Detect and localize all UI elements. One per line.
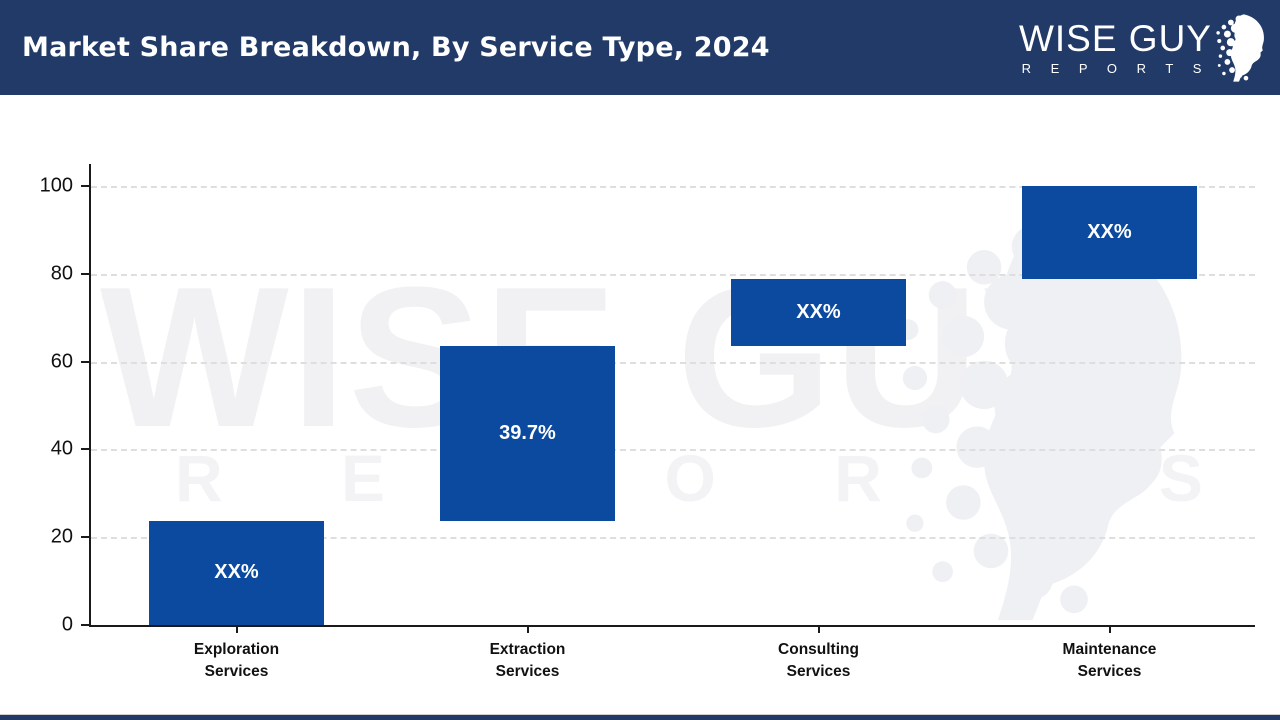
header: Market Share Breakdown, By Service Type,… [0, 0, 1280, 95]
bar-value-label: XX% [1087, 220, 1132, 243]
bar-value-label: XX% [214, 561, 259, 584]
waterfall-bar: 39.7% [440, 346, 615, 521]
logo-subtitle: R E P O R T S [1021, 60, 1210, 76]
footer-bar [0, 715, 1280, 720]
y-axis-tick-label: 80 [50, 262, 73, 285]
page-title: Market Share Breakdown, By Service Type,… [22, 32, 770, 63]
bar-value-label: XX% [796, 300, 841, 323]
gridline [91, 273, 1255, 276]
y-axis-tick-label: 100 [39, 174, 73, 197]
x-category-label: Extraction Services [489, 641, 566, 680]
y-axis-tick-label: 40 [50, 437, 73, 460]
x-axis-tick [526, 625, 529, 633]
x-category-label: Consulting Services [778, 641, 859, 680]
bar-value-label: 39.7% [499, 421, 556, 444]
x-category-label: Exploration Services [193, 641, 280, 680]
footer-divider [0, 714, 1280, 715]
gridline [91, 537, 1255, 540]
y-axis-tick-label: 0 [61, 613, 73, 636]
waterfall-bar: XX% [149, 520, 324, 625]
wise-guy-reports-logo: WISE GUY R E P O R T S [1019, 10, 1268, 86]
y-axis-tick [81, 536, 91, 539]
y-axis-tick [81, 448, 91, 451]
y-axis-tick [81, 360, 91, 363]
y-axis-tick [81, 624, 91, 626]
logo-text: WISE GUY R E P O R T S [1019, 20, 1212, 76]
waterfall-bar: XX% [1022, 185, 1197, 279]
chart-plot-area: 0 20 40 60 80 100 XX% Exploration Services 39.7%… [40, 164, 1255, 680]
y-axis-tick [81, 272, 91, 275]
y-axis-tick-label: 60 [50, 350, 73, 373]
gridline [91, 449, 1255, 452]
y-axis-tick [81, 184, 91, 187]
waterfall-bar: XX% [731, 278, 906, 347]
x-axis-tick [235, 625, 238, 633]
y-axis-tick-label: 20 [50, 525, 73, 548]
gridline [91, 185, 1255, 188]
logo-wordmark: WISE GUY [1018, 17, 1212, 59]
x-category-label: Maintenance Services [1062, 641, 1157, 680]
x-axis-tick [1108, 625, 1111, 633]
gridline [91, 361, 1255, 364]
x-axis-tick [817, 625, 820, 633]
dotted-head-logo-icon [1210, 10, 1268, 86]
